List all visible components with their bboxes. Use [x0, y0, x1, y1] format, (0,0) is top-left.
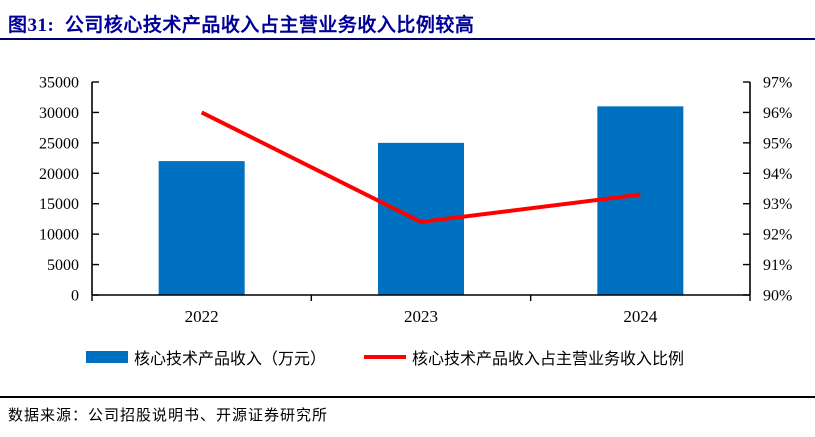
x-axis-label-2023: 2023	[404, 307, 438, 326]
figure-title: 图31: 公司核心技术产品收入占主营业务收入比例较高	[8, 15, 475, 36]
left-axis-label: 15000	[39, 196, 79, 213]
bar-legend-swatch	[86, 351, 128, 363]
right-axis-label: 93%	[763, 196, 792, 213]
right-axis-label: 95%	[763, 135, 792, 152]
chart-legend: 核心技术产品收入（万元） 核心技术产品收入占主营业务收入比例	[86, 344, 684, 370]
combo-chart: 0 5000 10000 15000 20000 25000 30000 35000 90% 91…	[39, 75, 792, 327]
x-axis-label-2022: 2022	[185, 307, 219, 326]
left-axis-label: 20000	[39, 166, 79, 183]
left-axis-label: 30000	[39, 105, 79, 122]
line-legend-swatch	[364, 355, 407, 359]
right-axis-label: 91%	[763, 257, 792, 274]
right-axis-label: 97%	[763, 75, 792, 92]
right-axis-label: 94%	[763, 166, 792, 183]
data-source: 数据来源：公司招股说明书、开源证券研究所	[8, 408, 329, 424]
ratio-line	[200, 110, 641, 225]
left-axis-label: 10000	[39, 227, 79, 244]
bar-legend-label: 核心技术产品收入（万元）	[134, 351, 327, 368]
source-divider	[0, 396, 815, 398]
title-divider	[0, 38, 815, 40]
left-axis-label: 5000	[47, 257, 79, 274]
right-axis-label: 96%	[763, 105, 792, 122]
right-axis-label: 92%	[763, 227, 792, 244]
left-axis-label: 25000	[39, 135, 79, 152]
bar-2022	[158, 161, 245, 295]
left-axis-label: 0	[71, 288, 79, 305]
x-axis-label-2024: 2024	[623, 307, 658, 326]
legend-item-bar: 核心技术产品收入（万元）	[86, 345, 326, 369]
left-axis-label: 35000	[39, 75, 79, 92]
line-legend-label: 核心技术产品收入占主营业务收入比例	[412, 351, 685, 368]
bar-2024	[597, 106, 684, 295]
legend-item-line: 核心技术产品收入占主营业务收入比例	[364, 345, 684, 369]
right-axis-label: 90%	[763, 288, 792, 305]
